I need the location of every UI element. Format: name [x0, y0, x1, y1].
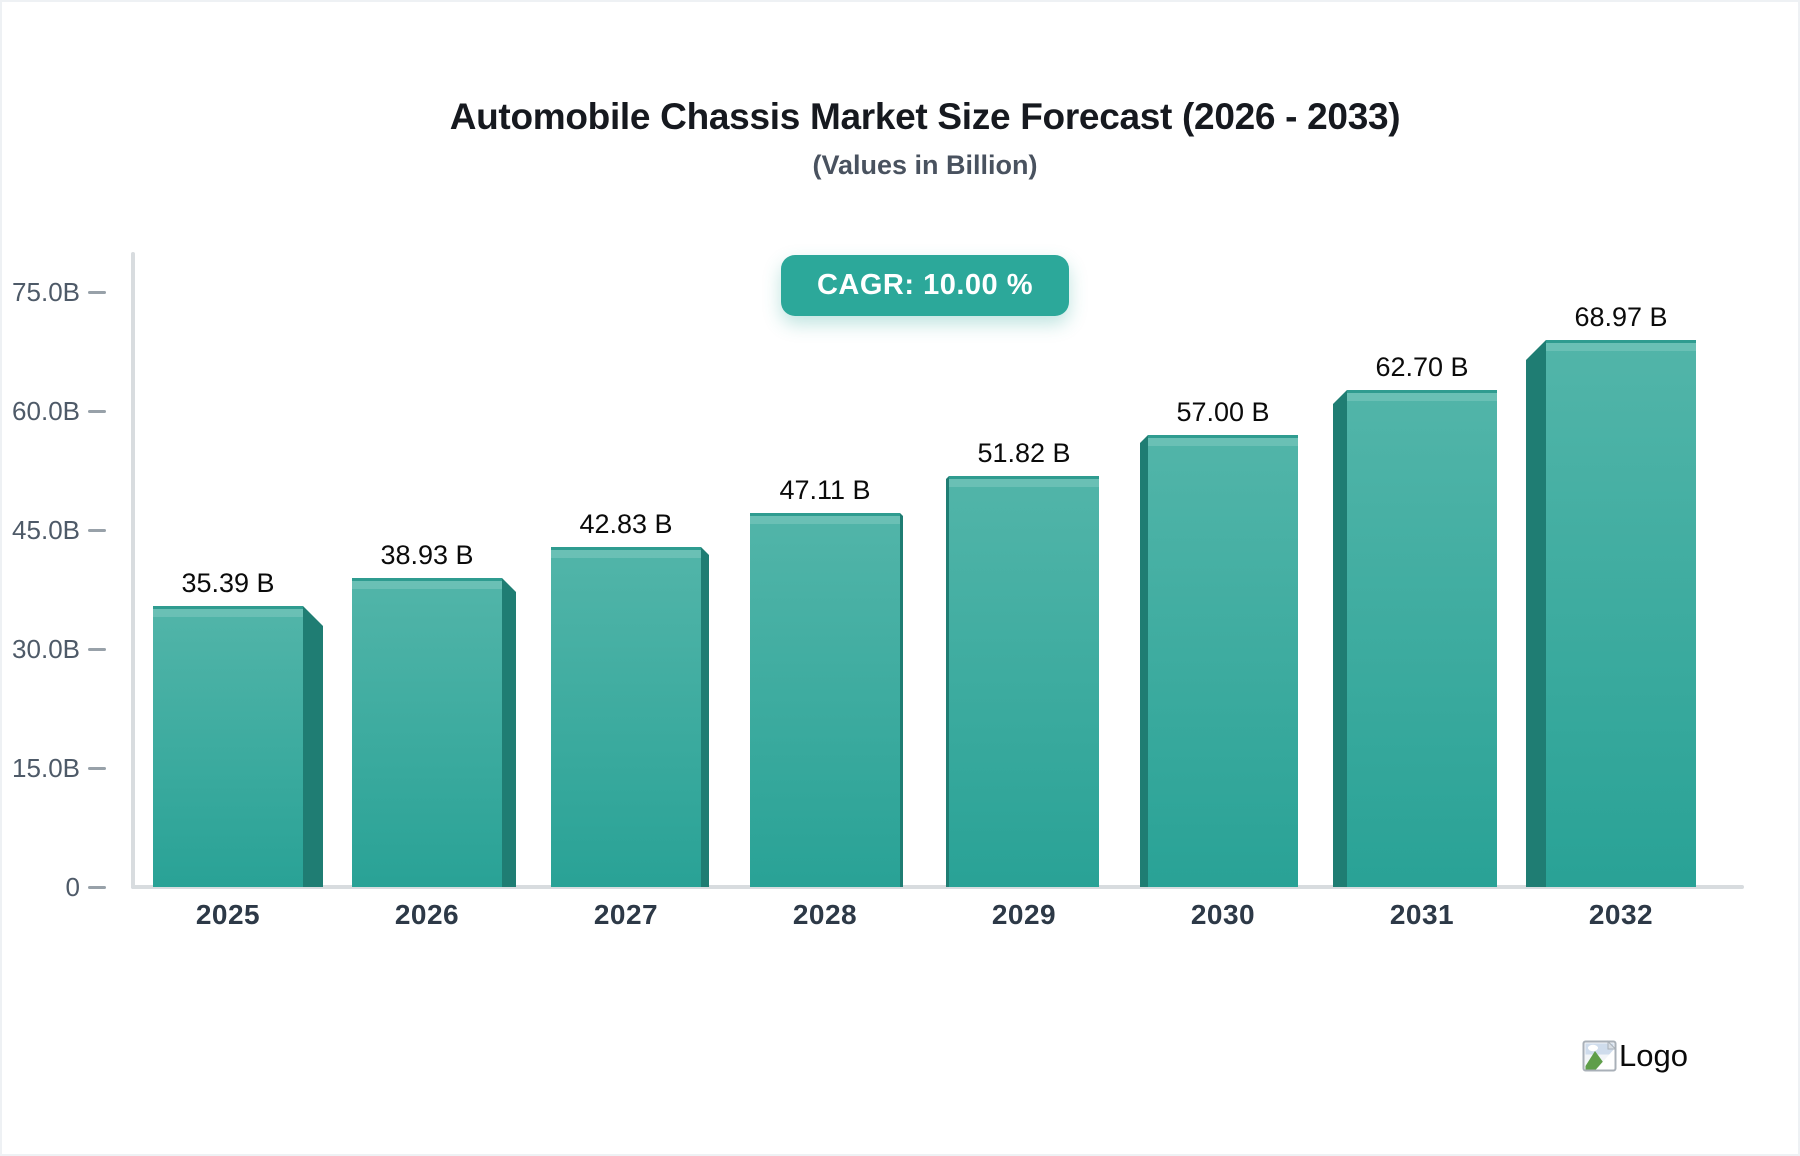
- y-axis-tick-label: 60.0B: [12, 396, 80, 426]
- chart-subtitle: (Values in Billion): [812, 150, 1038, 180]
- y-axis-tick: [88, 291, 106, 294]
- x-axis-category-label: 2026: [394, 899, 460, 930]
- chart-title: Automobile Chassis Market Size Forecast …: [449, 96, 1401, 137]
- bar-value-label: 68.97 B: [1574, 302, 1668, 332]
- y-axis-tick: [88, 886, 106, 889]
- y-axis-tick-label: 75.0B: [12, 277, 80, 307]
- bar-side-face: [1140, 435, 1148, 887]
- x-axis-category-label: 2028: [792, 899, 858, 930]
- bar-side-face: [1526, 340, 1546, 887]
- bar: [153, 606, 303, 887]
- bar-value-label: 57.00 B: [1176, 397, 1270, 427]
- y-axis-tick: [88, 648, 106, 651]
- bar-side-face: [701, 547, 709, 887]
- bar: [1546, 340, 1696, 887]
- logo: Logo: [1582, 1038, 1688, 1074]
- x-axis-category-label: 2030: [1190, 899, 1256, 930]
- y-axis-tick-label: 15.0B: [12, 753, 80, 783]
- bar: [551, 547, 701, 887]
- bar-value-label: 51.82 B: [977, 438, 1071, 468]
- logo-text: Logo: [1619, 1038, 1688, 1073]
- x-axis-category-label: 2027: [593, 899, 659, 930]
- y-axis-tick: [88, 529, 106, 532]
- bar-side-face: [900, 513, 903, 887]
- y-axis-tick-label: 30.0B: [12, 634, 80, 664]
- bar: [1148, 435, 1298, 887]
- bar-side-face: [1333, 390, 1347, 887]
- bar: [1347, 390, 1497, 887]
- bar-value-label: 62.70 B: [1375, 352, 1469, 382]
- bar: [949, 476, 1099, 887]
- bar-value-label: 42.83 B: [579, 509, 673, 539]
- bar-side-face: [946, 476, 949, 887]
- y-axis-tick-label: 0: [65, 872, 80, 902]
- x-axis-category-label: 2032: [1588, 899, 1654, 930]
- y-axis-line: [131, 252, 135, 889]
- bar-side-face: [303, 606, 323, 887]
- bar-side-face: [502, 578, 516, 887]
- y-axis-tick: [88, 767, 106, 770]
- x-axis-category-label: 2031: [1389, 899, 1455, 930]
- broken-image-icon: [1582, 1040, 1617, 1072]
- bar: [352, 578, 502, 887]
- y-axis-tick: [88, 410, 106, 413]
- x-axis-category-label: 2025: [195, 899, 261, 930]
- bar-value-label: 35.39 B: [181, 568, 275, 598]
- x-axis-category-label: 2029: [991, 899, 1057, 930]
- bar-value-label: 47.11 B: [779, 475, 871, 505]
- cagr-badge-row: CAGR: 10.00 %: [52, 255, 1798, 316]
- bar-value-label: 38.93 B: [380, 540, 474, 570]
- cagr-badge: CAGR: 10.00 %: [780, 255, 1069, 316]
- x-axis-line: [131, 885, 1744, 889]
- y-axis-tick-label: 45.0B: [12, 515, 80, 545]
- bar: [750, 513, 900, 887]
